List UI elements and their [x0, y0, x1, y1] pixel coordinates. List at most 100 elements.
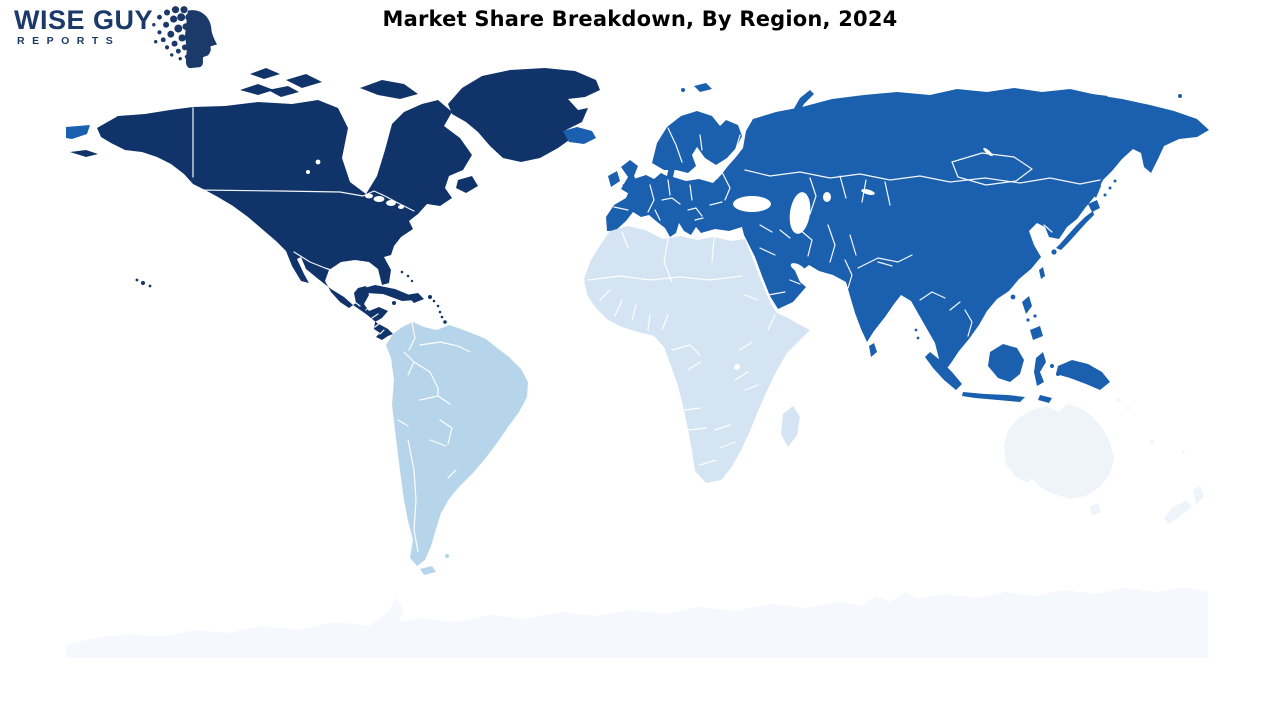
- andaman-islands: [916, 336, 920, 340]
- logo-wordmark: WISE GUY REPORTS: [14, 5, 154, 48]
- great-lake: [386, 200, 396, 206]
- borders-mongolia: [951, 152, 1033, 186]
- sumatra: [925, 352, 962, 390]
- africa-mainland: [584, 226, 810, 483]
- region-oceania: [1004, 398, 1204, 524]
- cuba: [361, 285, 416, 301]
- aleutian-islands: [70, 150, 98, 157]
- philippines-mindanao: [1030, 326, 1043, 340]
- jamaica: [392, 301, 396, 305]
- lesser-antilles: [440, 315, 444, 319]
- bahamas: [400, 270, 404, 274]
- baffin-island: [360, 80, 418, 99]
- chukotka-left-edge: [66, 125, 90, 139]
- timor: [1038, 395, 1052, 403]
- great-lake: [398, 205, 404, 209]
- java: [962, 392, 1025, 402]
- tasmania: [1090, 503, 1101, 516]
- logo-brand-name: WISE GUY: [14, 5, 154, 35]
- south-america-mainland: [386, 322, 528, 566]
- region-south-america: [386, 322, 528, 575]
- sakhalin: [1090, 172, 1101, 198]
- logo-brand-subtext: REPORTS: [17, 35, 121, 48]
- kuril-islands: [1108, 186, 1112, 190]
- borders-south-america: [397, 322, 471, 553]
- borneo: [988, 344, 1024, 382]
- lake-victoria: [734, 364, 740, 370]
- philippines: [1026, 318, 1030, 322]
- wrangel-island: [1178, 94, 1182, 98]
- canadian-lake: [306, 170, 310, 174]
- lesser-antilles: [438, 310, 442, 314]
- scandinavia: [652, 111, 742, 173]
- north-america-mainland: [97, 100, 472, 340]
- kuril-islands: [1113, 179, 1117, 183]
- kuril-islands: [1103, 193, 1107, 197]
- japan-honshu: [1056, 211, 1094, 250]
- japan-hokkaido: [1088, 200, 1100, 212]
- region-europe-asia: [66, 83, 1209, 403]
- borders-africa: [587, 231, 776, 466]
- united-kingdom: [621, 160, 641, 195]
- arctic-islands: [268, 86, 299, 97]
- persian-gulf: [790, 263, 806, 273]
- pacific-island: [1116, 398, 1120, 402]
- country-borders: [192, 107, 1101, 553]
- trinidad: [443, 320, 447, 324]
- borders-europe: [613, 127, 741, 221]
- sulawesi: [1034, 352, 1046, 386]
- wise-guy-reports-logo: WISE GUY REPORTS: [14, 6, 223, 70]
- bahamas: [406, 274, 410, 278]
- eurasia-mainland: [606, 88, 1209, 371]
- falkland-islands: [445, 554, 449, 558]
- caspian-sea: [789, 192, 811, 234]
- chart-title: Market Share Breakdown, By Region, 2024: [382, 7, 898, 31]
- philippines: [1033, 314, 1037, 318]
- new-zealand-north-island: [1193, 486, 1204, 505]
- novaya-zemlya: [792, 90, 814, 116]
- lesser-antilles: [436, 304, 440, 308]
- hainan: [1010, 294, 1016, 300]
- lake-winnipeg: [315, 159, 321, 165]
- pacific-island: [1181, 450, 1185, 454]
- black-sea: [733, 196, 771, 212]
- pacific-island: [1126, 406, 1130, 410]
- hawaii: [141, 281, 145, 285]
- ireland: [608, 171, 620, 187]
- borders-north-america: [192, 107, 415, 335]
- hispaniola: [406, 293, 424, 303]
- lesser-antilles: [432, 299, 436, 303]
- borders-asia: [744, 169, 1101, 337]
- region-antarctica: [66, 587, 1208, 658]
- region-africa: [584, 226, 810, 483]
- andaman-islands: [914, 328, 918, 332]
- region-north-america: [70, 68, 600, 358]
- iceland: [563, 127, 596, 144]
- moluccas: [1050, 364, 1054, 368]
- greenland: [448, 68, 600, 162]
- puerto-rico: [428, 295, 432, 299]
- philippines-luzon: [1022, 296, 1032, 314]
- new-guinea: [1056, 360, 1110, 390]
- new-siberian-islands: [1078, 94, 1108, 101]
- japan-kyushu: [1051, 249, 1057, 255]
- svalbard: [694, 83, 712, 92]
- tierra-del-fuego: [420, 566, 436, 575]
- arctic-islands: [240, 84, 274, 95]
- madagascar: [781, 406, 800, 447]
- great-lake: [373, 196, 385, 202]
- dotted-head-silhouette-icon: [152, 6, 218, 69]
- hawaii: [148, 284, 152, 288]
- hawaii: [135, 278, 139, 282]
- newfoundland: [456, 176, 478, 193]
- arctic-islands: [286, 74, 322, 88]
- taiwan: [1039, 267, 1045, 279]
- bahamas: [410, 279, 414, 283]
- new-zealand-south-island: [1164, 500, 1192, 524]
- svalbard: [681, 88, 685, 92]
- pacific-island: [1150, 440, 1154, 444]
- australia: [1004, 404, 1114, 499]
- antarctica-landmass: [66, 587, 1208, 658]
- sri-lanka: [869, 343, 877, 357]
